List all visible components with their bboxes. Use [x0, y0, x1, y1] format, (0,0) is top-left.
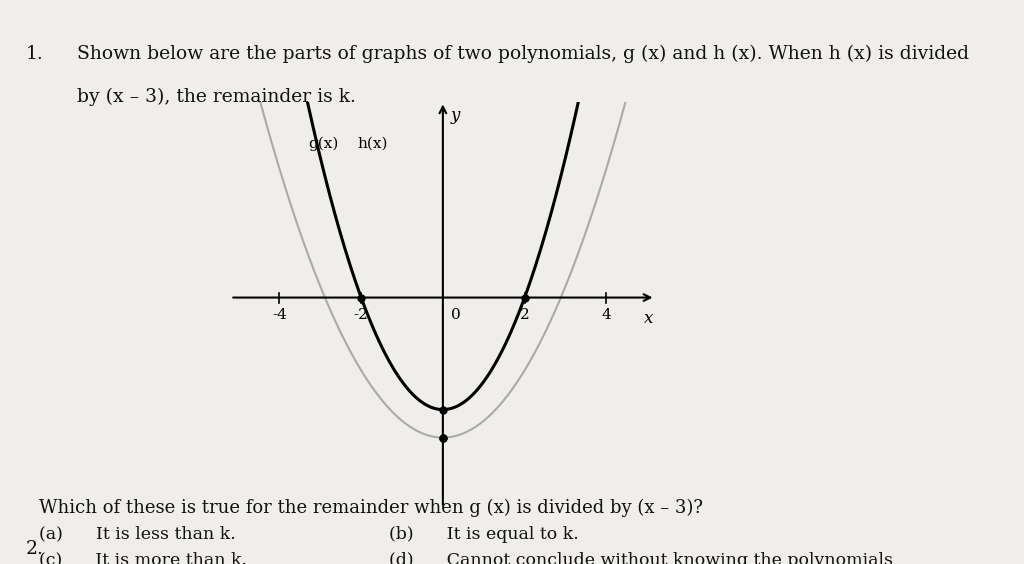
Text: Which of these is true for the remainder when g (x) is divided by (x – 3)?: Which of these is true for the remainder… [39, 499, 702, 517]
Text: (c)      It is more than k.: (c) It is more than k. [39, 552, 247, 564]
Text: 2: 2 [520, 308, 529, 322]
Text: x: x [644, 310, 653, 327]
Text: y: y [451, 107, 460, 124]
Text: 1.: 1. [26, 45, 43, 63]
Text: h(x): h(x) [357, 136, 387, 151]
Text: (a)      It is less than k.: (a) It is less than k. [39, 526, 236, 543]
Text: -2: -2 [353, 308, 369, 322]
Text: -4: -4 [272, 308, 287, 322]
Text: (b)      It is equal to k.: (b) It is equal to k. [389, 526, 579, 543]
Text: Shown below are the parts of graphs of two polynomials, g (x) and h (x). When h : Shown below are the parts of graphs of t… [77, 45, 969, 63]
Text: g(x): g(x) [308, 136, 339, 151]
Text: by (x – 3), the remainder is k.: by (x – 3), the remainder is k. [77, 87, 355, 105]
Text: 2.: 2. [26, 540, 43, 558]
Text: 4: 4 [601, 308, 611, 322]
Text: (d)      Cannot conclude without knowing the polynomials: (d) Cannot conclude without knowing the … [389, 552, 893, 564]
Text: 0: 0 [451, 308, 461, 322]
